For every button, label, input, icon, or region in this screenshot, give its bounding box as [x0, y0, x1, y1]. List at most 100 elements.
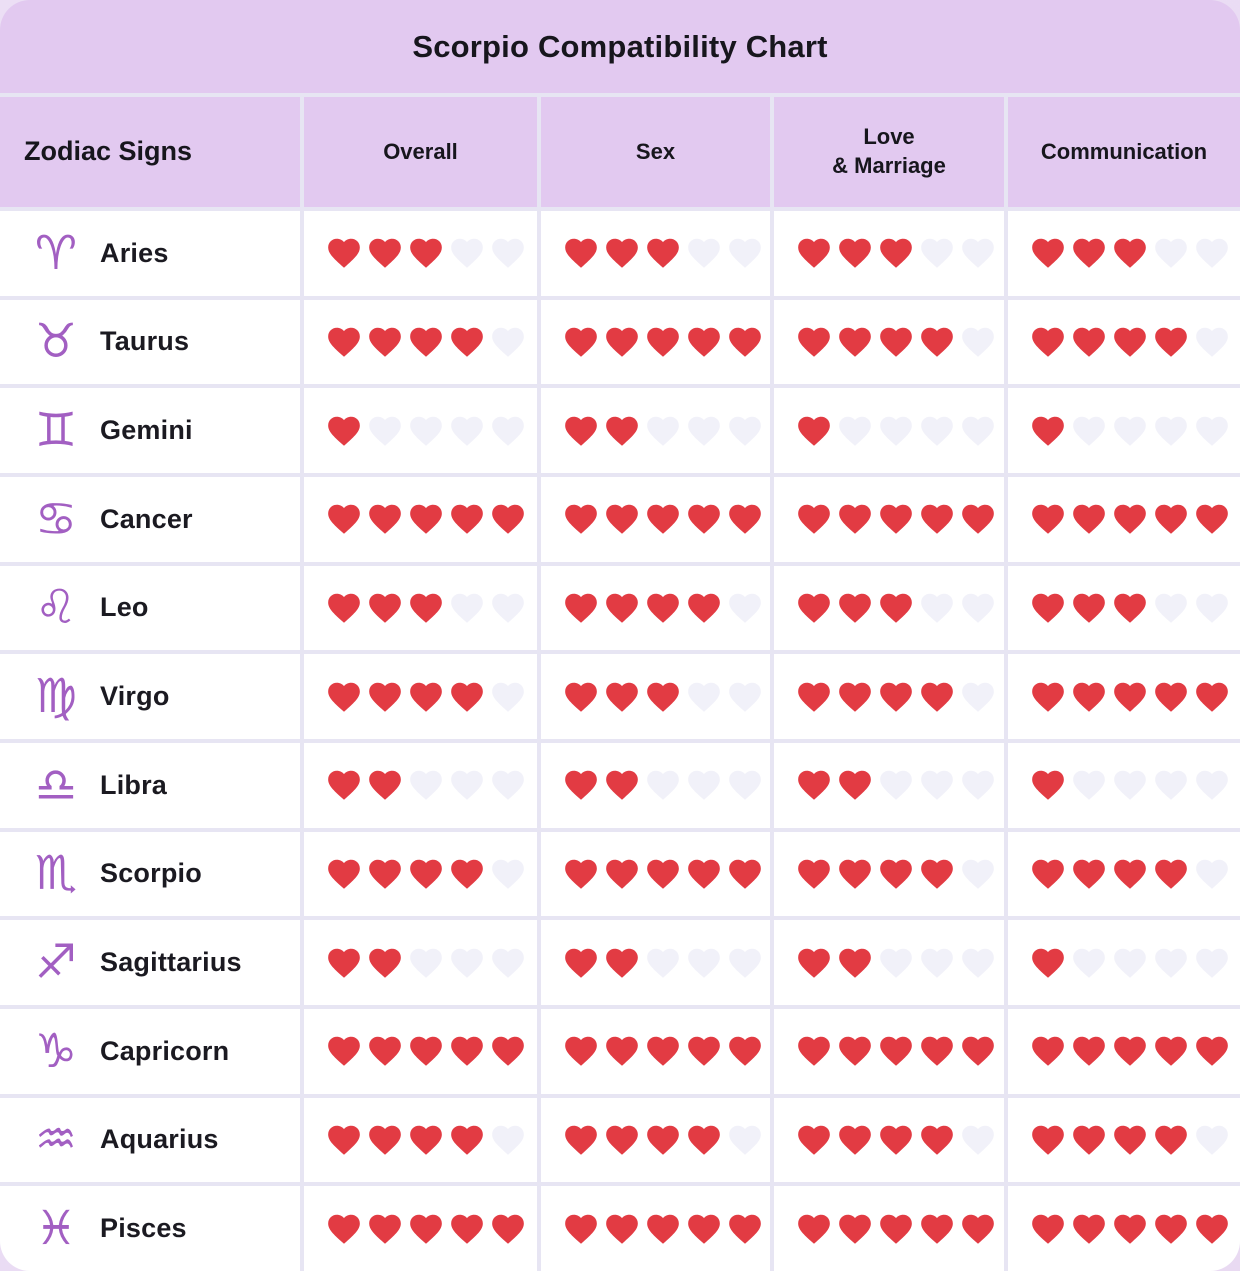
rating-gemini-communication — [1008, 388, 1240, 473]
heart-filled-icon — [492, 505, 524, 535]
heart-filled-icon — [647, 859, 679, 889]
heart-filled-icon — [1114, 505, 1146, 535]
heart-filled-icon — [565, 1037, 597, 1067]
sign-cell-taurus: ♉ Taurus — [0, 299, 300, 385]
rating-sagittarius-communication — [1008, 920, 1240, 1005]
heart-filled-icon — [1073, 593, 1105, 623]
heart-filled-icon — [606, 771, 638, 801]
heart-filled-icon — [880, 682, 912, 712]
heart-empty-icon — [1073, 948, 1105, 978]
rating-capricorn-sex — [541, 1008, 770, 1094]
heart-filled-icon — [451, 327, 483, 357]
rating-leo-overall — [304, 565, 537, 651]
column-header-sex: Sex — [541, 97, 770, 207]
heart-filled-icon — [880, 859, 912, 889]
heart-filled-icon — [328, 948, 360, 978]
cancer-icon: ♋ — [34, 491, 78, 547]
heart-filled-icon — [410, 239, 442, 269]
heart-empty-icon — [492, 416, 524, 446]
rating-gemini-overall — [304, 388, 537, 473]
rating-scorpio-sex — [541, 831, 770, 917]
rating-libra-sex — [541, 742, 770, 828]
heart-filled-icon — [1032, 1125, 1064, 1155]
heart-filled-icon — [1155, 859, 1187, 889]
heart-empty-icon — [962, 416, 994, 446]
heart-filled-icon — [565, 1125, 597, 1155]
heart-filled-icon — [839, 771, 871, 801]
heart-empty-icon — [1196, 416, 1228, 446]
heart-empty-icon — [880, 948, 912, 978]
heart-filled-icon — [565, 327, 597, 357]
rating-aquarius-communication — [1008, 1097, 1240, 1183]
heart-filled-icon — [880, 239, 912, 269]
heart-empty-icon — [1073, 416, 1105, 446]
rating-pisces-communication — [1008, 1186, 1240, 1271]
heart-filled-icon — [798, 1214, 830, 1244]
heart-filled-icon — [1114, 593, 1146, 623]
rating-aquarius-overall — [304, 1097, 537, 1183]
heart-filled-icon — [647, 1037, 679, 1067]
heart-filled-icon — [606, 327, 638, 357]
heart-filled-icon — [369, 1125, 401, 1155]
heart-filled-icon — [451, 1214, 483, 1244]
heart-filled-icon — [798, 327, 830, 357]
heart-filled-icon — [962, 505, 994, 535]
heart-empty-icon — [962, 948, 994, 978]
heart-filled-icon — [1155, 1125, 1187, 1155]
sign-label-aquarius: Aquarius — [100, 1124, 219, 1155]
heart-filled-icon — [798, 416, 830, 446]
rating-aquarius-love-marriage — [774, 1097, 1004, 1183]
heart-empty-icon — [1196, 239, 1228, 269]
heart-filled-icon — [798, 948, 830, 978]
heart-filled-icon — [880, 327, 912, 357]
heart-filled-icon — [328, 593, 360, 623]
heart-empty-icon — [647, 416, 679, 446]
heart-filled-icon — [410, 593, 442, 623]
heart-empty-icon — [688, 239, 720, 269]
heart-filled-icon — [328, 327, 360, 357]
aquarius-icon: ♒ — [34, 1112, 78, 1168]
heart-filled-icon — [606, 505, 638, 535]
rating-taurus-overall — [304, 299, 537, 385]
heart-filled-icon — [839, 239, 871, 269]
sign-label-leo: Leo — [100, 592, 149, 623]
heart-filled-icon — [1114, 682, 1146, 712]
rating-libra-communication — [1008, 742, 1240, 828]
heart-filled-icon — [410, 1037, 442, 1067]
rating-capricorn-communication — [1008, 1008, 1240, 1094]
rating-gemini-sex — [541, 388, 770, 473]
heart-empty-icon — [729, 771, 761, 801]
heart-filled-icon — [647, 327, 679, 357]
rating-leo-love-marriage — [774, 565, 1004, 651]
heart-filled-icon — [565, 682, 597, 712]
heart-filled-icon — [921, 859, 953, 889]
heart-empty-icon — [688, 948, 720, 978]
heart-filled-icon — [451, 1037, 483, 1067]
heart-filled-icon — [1032, 239, 1064, 269]
heart-filled-icon — [410, 1214, 442, 1244]
rating-taurus-sex — [541, 299, 770, 385]
heart-filled-icon — [921, 505, 953, 535]
heart-empty-icon — [921, 948, 953, 978]
heart-filled-icon — [1196, 1214, 1228, 1244]
heart-filled-icon — [798, 505, 830, 535]
heart-empty-icon — [729, 593, 761, 623]
heart-filled-icon — [1155, 1214, 1187, 1244]
heart-filled-icon — [328, 1037, 360, 1067]
heart-filled-icon — [729, 327, 761, 357]
heart-filled-icon — [328, 771, 360, 801]
heart-filled-icon — [369, 505, 401, 535]
heart-filled-icon — [921, 1037, 953, 1067]
rating-libra-love-marriage — [774, 742, 1004, 828]
heart-filled-icon — [647, 1125, 679, 1155]
taurus-icon: ♉ — [34, 314, 78, 370]
heart-filled-icon — [451, 682, 483, 712]
sign-cell-libra: ♎ Libra — [0, 742, 300, 828]
heart-filled-icon — [688, 1125, 720, 1155]
heart-empty-icon — [921, 239, 953, 269]
heart-filled-icon — [688, 327, 720, 357]
heart-empty-icon — [451, 416, 483, 446]
rating-pisces-overall — [304, 1186, 537, 1271]
heart-empty-icon — [1196, 771, 1228, 801]
heart-filled-icon — [647, 682, 679, 712]
